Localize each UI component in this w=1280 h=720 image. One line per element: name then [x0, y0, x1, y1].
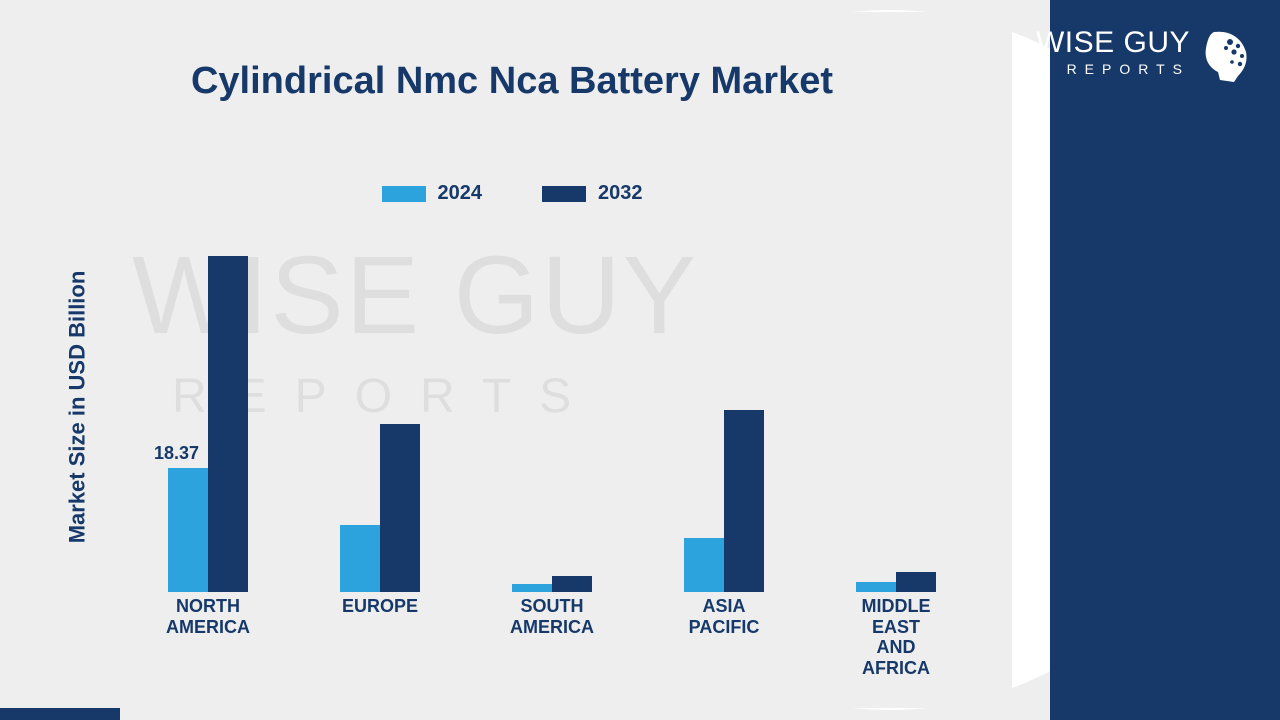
- bar: [724, 410, 764, 592]
- x-axis-category-label: SOUTHAMERICA: [482, 596, 622, 679]
- chart-title: Cylindrical Nmc Nca Battery Market: [12, 60, 1012, 103]
- x-axis-labels: NORTHAMERICA EUROPE SOUTHAMERICA ASIAPACIFI…: [122, 596, 982, 679]
- brand-head-icon: [1196, 28, 1252, 84]
- bar: [552, 576, 592, 592]
- bar-value-label: 18.37: [154, 443, 199, 464]
- legend-label: 2032: [598, 182, 643, 205]
- bar: [684, 538, 724, 592]
- bar: [896, 572, 936, 592]
- brand-side-panel: [1050, 0, 1280, 720]
- legend-item: 2024: [382, 182, 483, 205]
- bar-group: [310, 424, 450, 592]
- bar: [168, 468, 208, 592]
- legend-swatch: [382, 186, 426, 202]
- x-axis-category-label: NORTHAMERICA: [138, 596, 278, 679]
- chart-container: WISE GUY REPORTS Cylindrical Nmc Nca Bat…: [12, 12, 1012, 708]
- legend-swatch: [542, 186, 586, 202]
- brand-name-line2: REPORTS: [1036, 62, 1190, 76]
- bar: [512, 584, 552, 592]
- bar-group: [654, 410, 794, 592]
- x-axis-category-label: ASIAPACIFIC: [654, 596, 794, 679]
- bar: [208, 256, 248, 592]
- y-axis-label: Market Size in USD Billion: [62, 222, 92, 592]
- bar-group: 18.37: [138, 256, 278, 592]
- bar-groups: 18.37: [122, 222, 982, 592]
- x-axis-category-label: EUROPE: [310, 596, 450, 679]
- bar: [340, 525, 380, 592]
- bar-group: [826, 572, 966, 592]
- legend-label: 2024: [438, 182, 483, 205]
- chart-legend: 2024 2032: [12, 182, 1012, 205]
- legend-item: 2032: [542, 182, 643, 205]
- bar: [856, 582, 896, 592]
- brand-name-line1: WISE GUY: [1036, 28, 1190, 58]
- decorative-bottom-bar: [0, 708, 120, 720]
- brand-logo: WISE GUY REPORTS: [1036, 28, 1252, 84]
- chart-plot-area: 18.37: [122, 222, 982, 592]
- bar: [380, 424, 420, 592]
- x-axis-category-label: MIDDLEEASTANDAFRICA: [826, 596, 966, 679]
- bar-group: [482, 576, 622, 592]
